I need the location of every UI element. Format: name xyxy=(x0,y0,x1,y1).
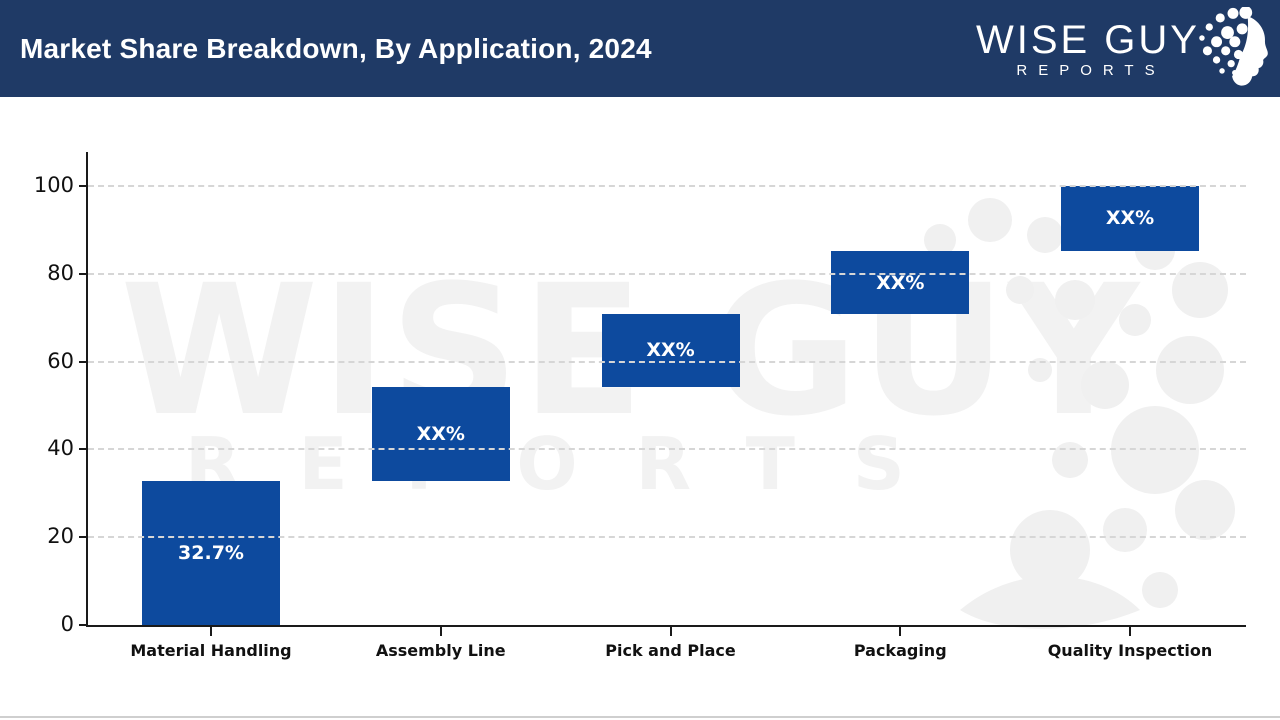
y-axis-tick xyxy=(79,272,87,275)
y-axis-tick-label: 80 xyxy=(47,260,74,285)
page-title: Market Share Breakdown, By Application, … xyxy=(20,32,652,64)
wiseguy-logo-name: WISE GUY xyxy=(975,17,1200,62)
x-axis-category-label: Pick and Place xyxy=(605,641,736,660)
y-axis-tick xyxy=(79,536,87,539)
bar-value-label: 32.7% xyxy=(178,542,244,565)
x-axis-category-label: Packaging xyxy=(853,641,947,660)
x-axis-tick xyxy=(669,627,672,636)
bar-value-label: XX% xyxy=(646,339,695,362)
wiseguy-face-icon xyxy=(1199,7,1268,86)
x-axis-tick xyxy=(439,627,442,636)
wiseguy-logo-subtitle: REPORTS xyxy=(1016,61,1166,79)
watermark-reports-text: REPORTS xyxy=(185,422,963,506)
gridline xyxy=(88,185,1246,187)
bottom-divider-line xyxy=(0,716,1280,718)
bar-segment: XX% xyxy=(601,314,740,387)
y-axis-tick xyxy=(79,448,87,451)
y-axis-tick xyxy=(79,624,87,626)
x-axis-category-label: Assembly Line xyxy=(375,641,506,660)
bar-chart: 32.7% XX% XX% XX% XX% 0 20 40 60 80 100 Material Ha… xyxy=(0,97,1280,720)
x-axis-category-label: Material Handling xyxy=(130,641,292,660)
x-axis-tick xyxy=(899,627,902,636)
y-axis-tick-label: 40 xyxy=(47,436,74,461)
bar-value-label: XX% xyxy=(876,271,925,294)
wiseguy-logo: WISE GUY REPORTS xyxy=(976,6,1272,92)
x-axis-tick xyxy=(210,627,212,636)
gridline xyxy=(88,448,1246,451)
y-axis-tick-label: 100 xyxy=(33,173,74,197)
wiseguy-logo-text: WISE GUY REPORTS xyxy=(976,20,1200,79)
gridline xyxy=(88,536,1246,539)
y-axis-tick xyxy=(79,360,87,363)
gridline xyxy=(88,272,1246,275)
x-axis-spine xyxy=(86,625,1246,627)
y-axis-tick-label: 0 xyxy=(60,612,74,636)
bar-segment: 32.7% xyxy=(142,481,280,625)
y-axis-tick-label: 60 xyxy=(47,348,74,373)
x-axis-category-label: Quality Inspection xyxy=(1047,641,1213,660)
bar-value-label: XX% xyxy=(1105,207,1155,230)
bar-segment: XX% xyxy=(1061,186,1199,251)
bar-segment: XX% xyxy=(831,250,970,315)
bar-value-label: XX% xyxy=(416,423,465,446)
gridline xyxy=(88,360,1246,363)
x-axis-tick xyxy=(1129,627,1131,636)
y-axis-tick xyxy=(79,185,87,187)
y-axis-tick-label: 20 xyxy=(47,524,74,549)
header-bar: Market Share Breakdown, By Application, … xyxy=(0,0,1280,97)
y-axis-spine xyxy=(86,152,88,627)
bar-segment: XX% xyxy=(371,386,510,482)
